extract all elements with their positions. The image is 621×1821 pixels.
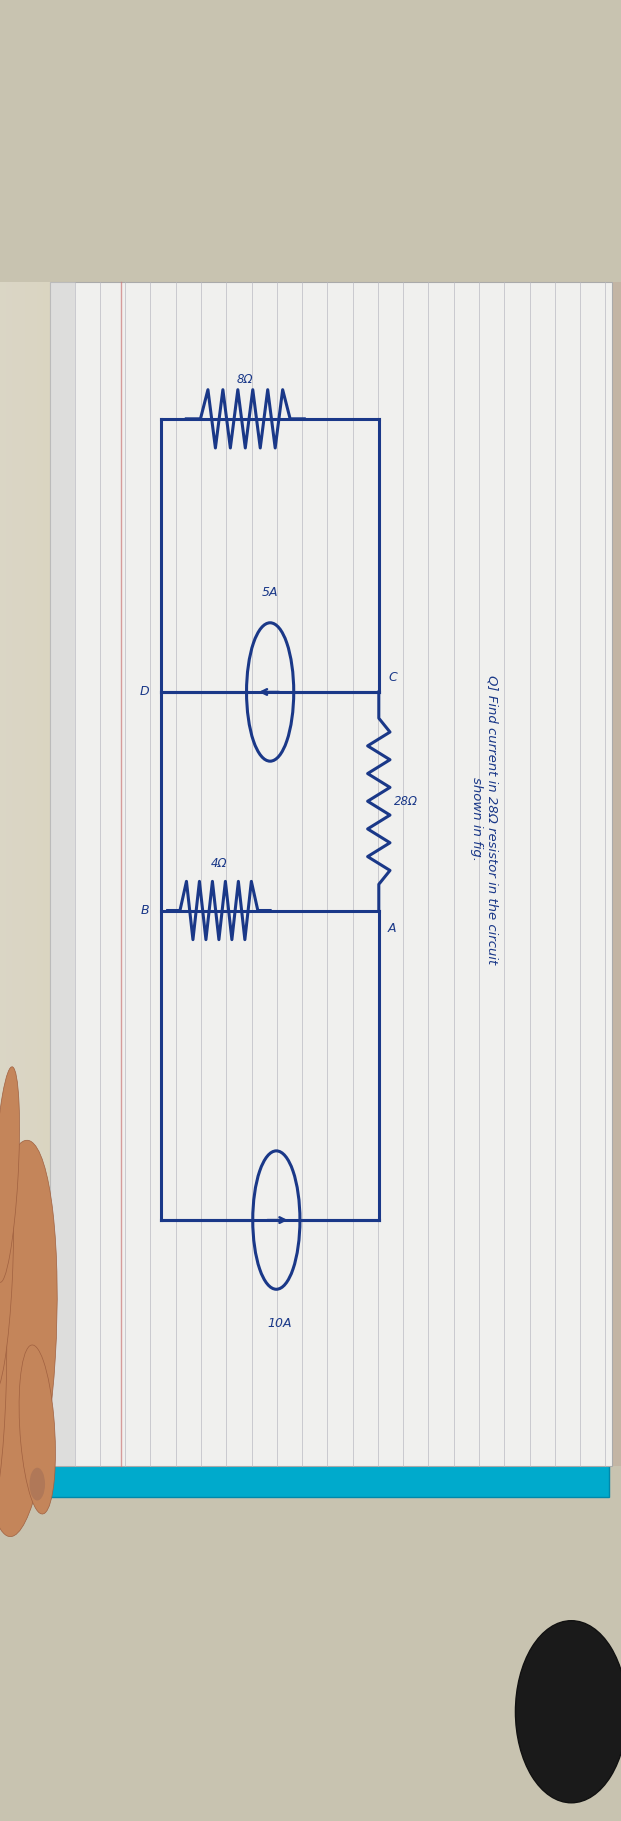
Ellipse shape — [0, 1158, 14, 1391]
Text: C: C — [388, 670, 397, 685]
Ellipse shape — [30, 1468, 45, 1501]
Ellipse shape — [0, 1067, 19, 1282]
Text: D: D — [140, 685, 149, 699]
Bar — [50, 282, 75, 1466]
Text: A: A — [388, 921, 397, 936]
Ellipse shape — [19, 1346, 55, 1513]
Ellipse shape — [0, 1140, 57, 1537]
Ellipse shape — [0, 1256, 7, 1511]
Text: 8Ω: 8Ω — [237, 373, 253, 386]
Text: 10A: 10A — [267, 1317, 292, 1329]
Text: Q] Find current in 28Ω resistor in the circuit
shown in fig.: Q] Find current in 28Ω resistor in the c… — [470, 676, 499, 963]
Bar — [0, 1466, 621, 1821]
Text: B: B — [140, 903, 149, 918]
Text: 5A: 5A — [262, 586, 278, 599]
Ellipse shape — [515, 1621, 621, 1803]
Text: 28Ω: 28Ω — [394, 794, 419, 809]
Bar — [50, 1428, 609, 1497]
Bar — [50, 282, 612, 1466]
Text: 4Ω: 4Ω — [211, 858, 227, 870]
Bar — [0, 0, 621, 282]
